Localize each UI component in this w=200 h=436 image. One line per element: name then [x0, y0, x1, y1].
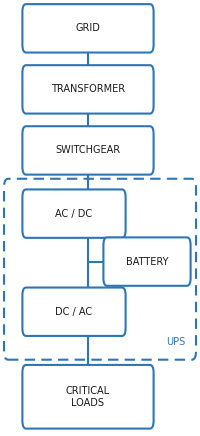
- Text: TRANSFORMER: TRANSFORMER: [51, 85, 125, 94]
- Text: CRITICAL
LOADS: CRITICAL LOADS: [66, 385, 110, 408]
- FancyBboxPatch shape: [22, 365, 154, 429]
- Text: BATTERY: BATTERY: [126, 257, 168, 266]
- FancyBboxPatch shape: [22, 126, 154, 174]
- Text: SWITCHGEAR: SWITCHGEAR: [55, 146, 121, 155]
- Text: DC / AC: DC / AC: [55, 307, 93, 317]
- FancyBboxPatch shape: [103, 237, 191, 286]
- FancyBboxPatch shape: [22, 4, 154, 52]
- Text: AC / DC: AC / DC: [55, 209, 93, 218]
- FancyBboxPatch shape: [22, 288, 126, 336]
- FancyBboxPatch shape: [22, 189, 126, 238]
- Text: UPS: UPS: [166, 337, 185, 347]
- FancyBboxPatch shape: [22, 65, 154, 113]
- Text: GRID: GRID: [76, 24, 100, 33]
